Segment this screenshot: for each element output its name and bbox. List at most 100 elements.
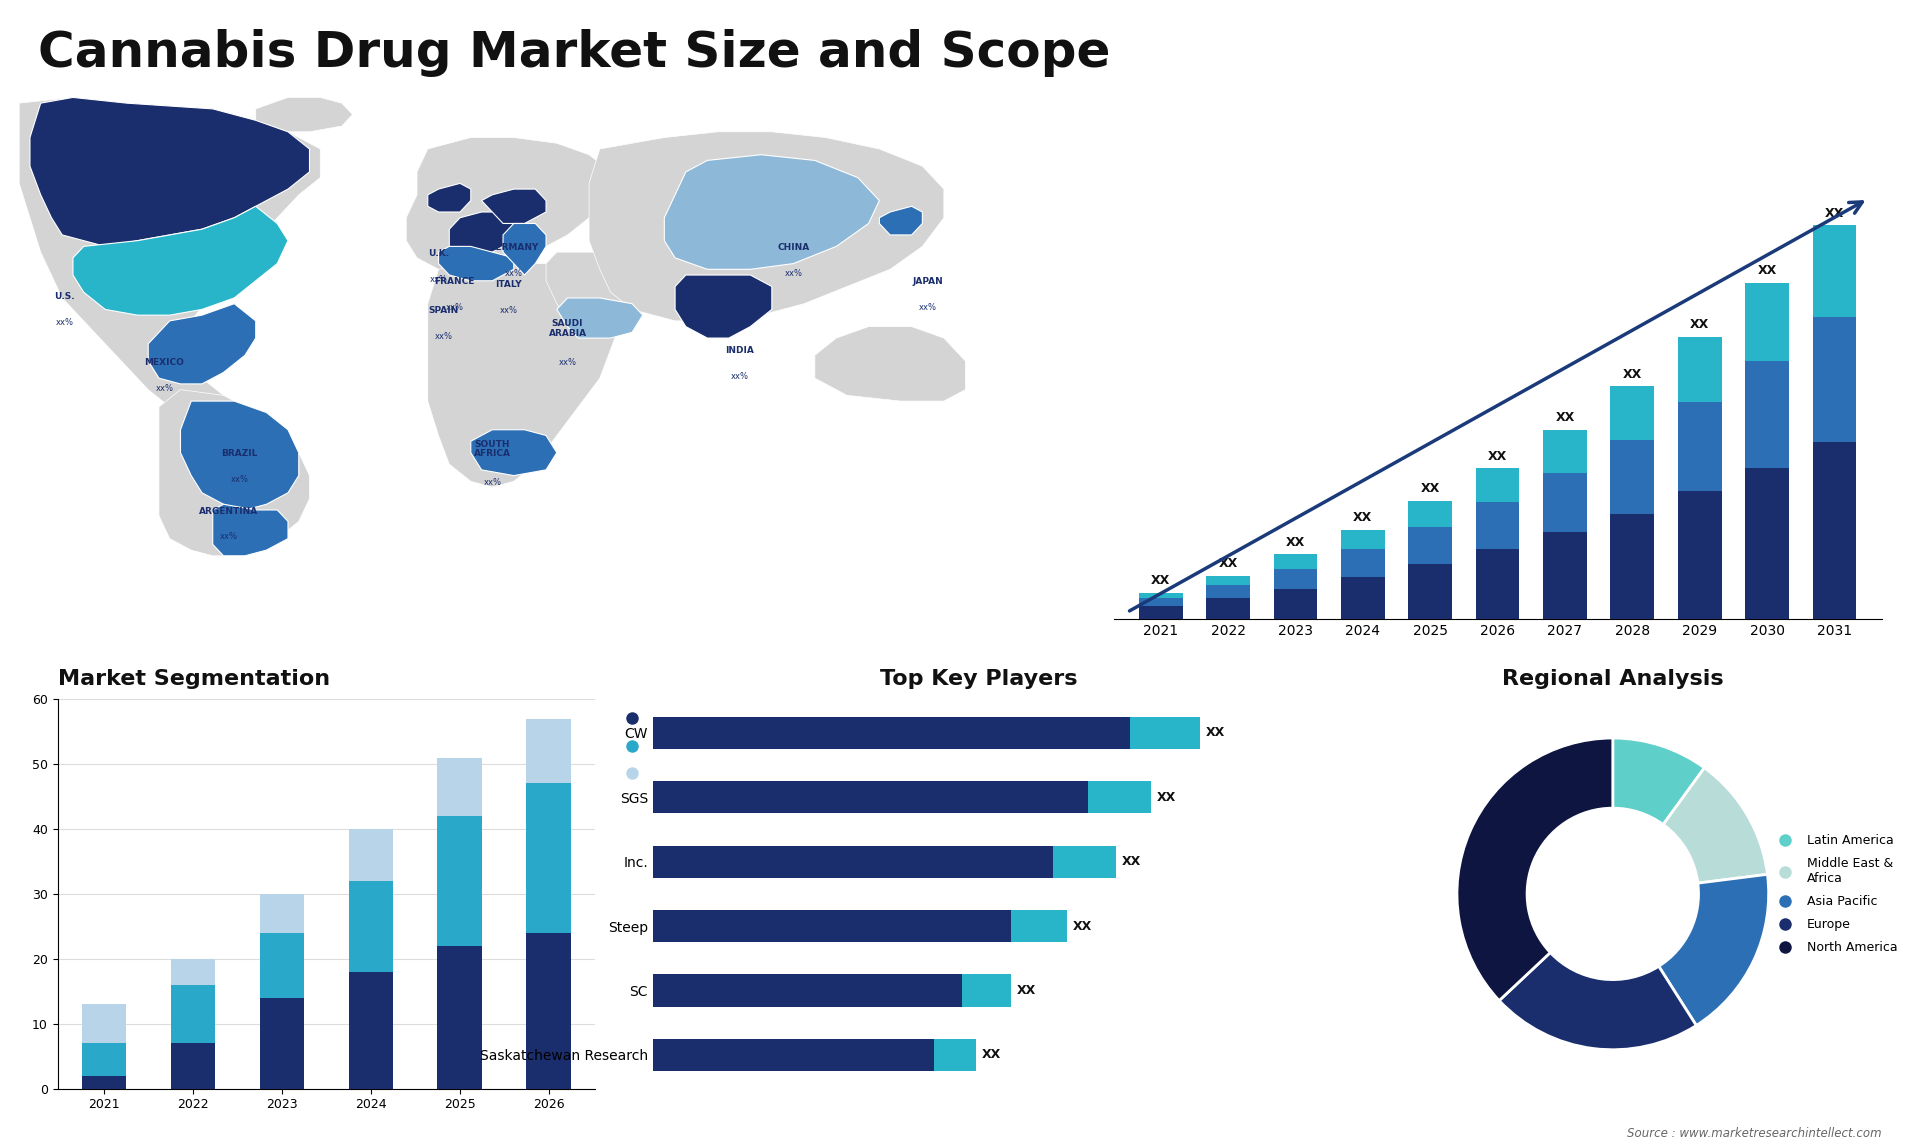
Text: xx%: xx% (430, 275, 447, 283)
Bar (1139, 592, 1183, 598)
Text: XX: XX (1219, 557, 1238, 571)
Bar (438, 758, 482, 816)
Polygon shape (664, 155, 879, 269)
Bar (171, 1043, 215, 1089)
Bar (1340, 576, 1384, 619)
Polygon shape (676, 275, 772, 338)
Text: XX: XX (1354, 511, 1373, 524)
Text: U.K.: U.K. (428, 249, 449, 258)
Bar (1544, 532, 1586, 619)
Text: SOUTH
AFRICA: SOUTH AFRICA (474, 440, 511, 458)
Text: XX: XX (1421, 482, 1440, 495)
Polygon shape (148, 304, 255, 384)
Text: xx%: xx% (559, 358, 576, 367)
Bar (1340, 549, 1384, 576)
Bar (526, 784, 570, 933)
Bar (1812, 316, 1857, 441)
Text: Source : www.marketresearchintellect.com: Source : www.marketresearchintellect.com (1626, 1128, 1882, 1140)
Text: CHINA: CHINA (778, 243, 810, 252)
Wedge shape (1613, 738, 1705, 824)
Text: XX: XX (1156, 791, 1177, 803)
Bar (1409, 501, 1452, 527)
Bar (349, 881, 394, 972)
Text: xx%: xx% (230, 476, 248, 484)
Bar (933, 1038, 975, 1072)
Bar (349, 972, 394, 1089)
Text: XX: XX (1206, 727, 1225, 739)
Bar (1678, 337, 1722, 402)
Text: xx%: xx% (920, 304, 937, 313)
Text: JAPAN: JAPAN (912, 277, 943, 286)
Polygon shape (180, 401, 300, 510)
Bar (1812, 441, 1857, 619)
Bar (1745, 361, 1789, 468)
Bar (1273, 568, 1317, 589)
Text: XX: XX (1121, 855, 1140, 869)
Polygon shape (31, 97, 309, 246)
Bar (259, 894, 303, 933)
Text: XX: XX (1555, 411, 1574, 424)
Polygon shape (428, 264, 622, 487)
Text: xx%: xx% (445, 304, 463, 313)
Bar (1611, 440, 1655, 513)
Bar (171, 984, 215, 1043)
Bar (1544, 430, 1586, 473)
Text: XX: XX (1016, 984, 1035, 997)
Text: XX: XX (1622, 368, 1642, 382)
Bar (1476, 502, 1519, 549)
Text: xx%: xx% (117, 220, 136, 229)
Text: xx%: xx% (732, 372, 749, 380)
Polygon shape (503, 223, 545, 275)
Text: xx%: xx% (505, 269, 522, 277)
Bar (1409, 527, 1452, 564)
Wedge shape (1663, 768, 1768, 884)
Bar (1611, 386, 1655, 440)
Bar (1611, 513, 1655, 619)
Text: xx%: xx% (156, 384, 173, 392)
Text: XX: XX (1488, 449, 1507, 463)
Bar (259, 933, 303, 998)
Bar (1340, 529, 1384, 549)
Text: GERMANY: GERMANY (488, 243, 540, 252)
Title: Top Key Players: Top Key Players (881, 669, 1077, 689)
Text: XX: XX (981, 1049, 1000, 1061)
Text: Cannabis Drug Market Size and Scope: Cannabis Drug Market Size and Scope (38, 29, 1112, 77)
Bar (438, 816, 482, 945)
Text: FRANCE: FRANCE (434, 277, 474, 286)
Bar (1678, 402, 1722, 492)
Bar (1812, 225, 1857, 316)
Bar (83, 1076, 127, 1089)
Text: XX: XX (1073, 919, 1092, 933)
Text: ITALY: ITALY (495, 281, 522, 289)
Bar (1206, 598, 1250, 619)
Bar (1409, 564, 1452, 619)
Bar (526, 933, 570, 1089)
Bar (653, 910, 1010, 942)
Bar (438, 945, 482, 1089)
Polygon shape (589, 132, 945, 321)
Text: XX: XX (1286, 536, 1306, 549)
Polygon shape (470, 430, 557, 476)
Bar (259, 998, 303, 1089)
Polygon shape (428, 183, 470, 212)
Bar (1131, 716, 1200, 749)
Polygon shape (407, 138, 611, 269)
Bar (1678, 492, 1722, 619)
Bar (83, 1043, 127, 1076)
Bar (1476, 468, 1519, 502)
Bar (653, 974, 962, 1006)
Bar (83, 1004, 127, 1043)
Bar (653, 716, 1131, 749)
Bar (653, 846, 1052, 878)
Polygon shape (545, 252, 653, 332)
Bar (1206, 584, 1250, 598)
Text: INDIA: INDIA (726, 346, 755, 355)
Bar (171, 959, 215, 984)
Bar (1089, 782, 1152, 814)
Bar (653, 1038, 933, 1072)
Bar (1745, 468, 1789, 619)
Polygon shape (482, 189, 545, 223)
Polygon shape (19, 97, 321, 424)
Polygon shape (159, 390, 309, 556)
Bar (1273, 555, 1317, 568)
